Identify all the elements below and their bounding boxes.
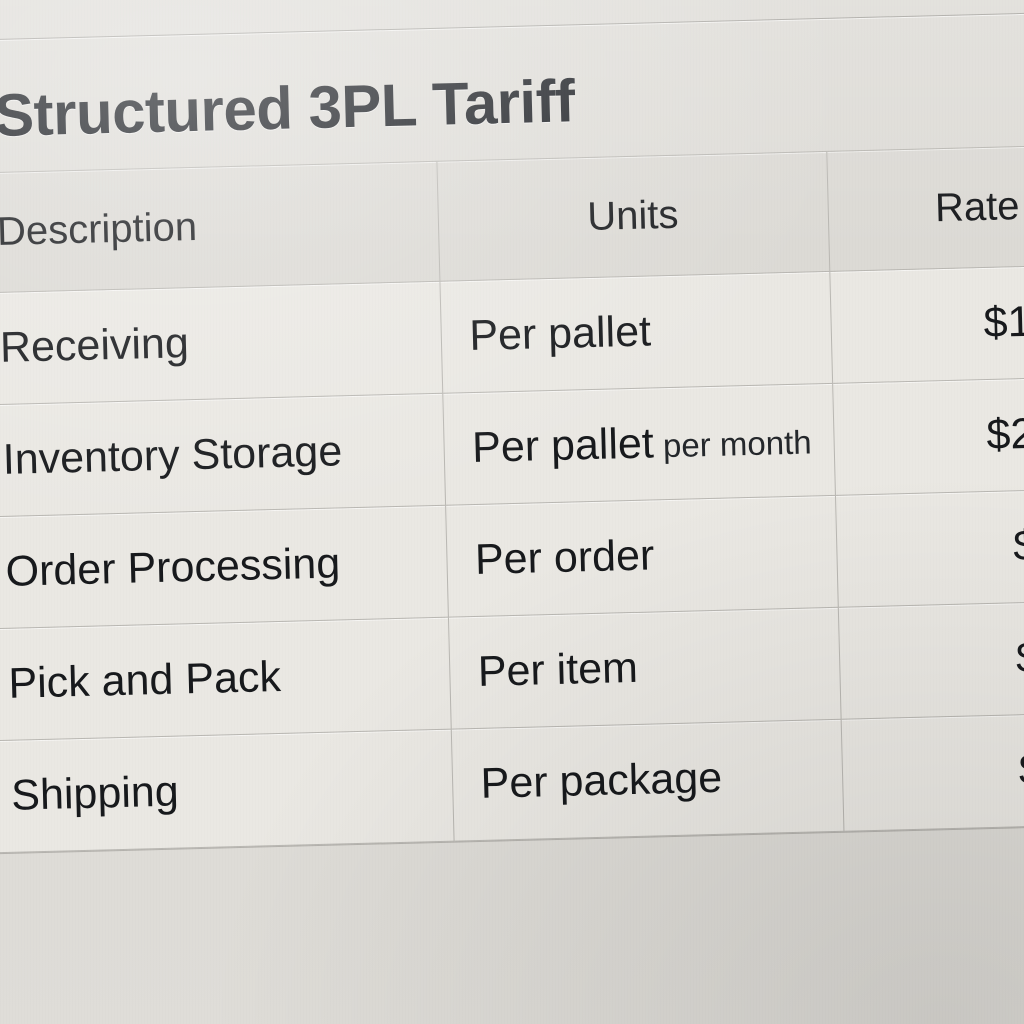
column-header-description[interactable]: Description [0,161,440,295]
cell-description: Order Processing [0,505,448,631]
cell-description: Shipping [0,729,454,855]
cell-description: Inventory Storage [0,393,446,519]
cell-units: Per order [445,495,838,618]
description-text: Order Processing [5,539,341,596]
cell-rate: $12.00 [829,263,1024,384]
units-qualifier-text: per month [653,423,813,465]
units-text: Per package [480,753,723,808]
cell-units: Per package [450,719,844,842]
depth-of-field-overlay [0,904,1024,1024]
column-header-rate[interactable]: Rate [826,143,1024,272]
description-text: Receiving [0,319,190,372]
description-text: Shipping [10,767,180,820]
description-text: Pick and Pack [7,652,282,708]
units-text: Per order [474,531,655,584]
description-text: Inventory Storage [2,427,343,484]
cell-description: Pick and Pack [0,617,451,743]
cell-units: Per item [447,607,841,730]
cell-units: Per pallet per month [442,383,835,506]
cell-rate: $2.50 [834,487,1024,608]
tariff-table: Description Units Rate Receiving Per pal… [0,143,1024,855]
cell-description: Receiving [0,281,443,407]
units-text: Per item [477,643,639,696]
cell-units: Per pallet [439,271,833,394]
units-text: Per pallet [468,307,652,361]
cell-rate: $0.70 [837,599,1024,720]
table-body: Receiving Per pallet $12.00 Inventory St… [0,263,1024,855]
cell-rate: $5.00 [840,711,1024,832]
cell-rate: $25.00 [832,375,1024,496]
units-text: Per pallet [471,419,655,473]
column-header-units[interactable]: Units [436,151,830,282]
page-title: Structured 3PL Tariff [0,67,576,149]
tariff-document: Structured 3PL Tariff Description Units … [0,10,1024,857]
